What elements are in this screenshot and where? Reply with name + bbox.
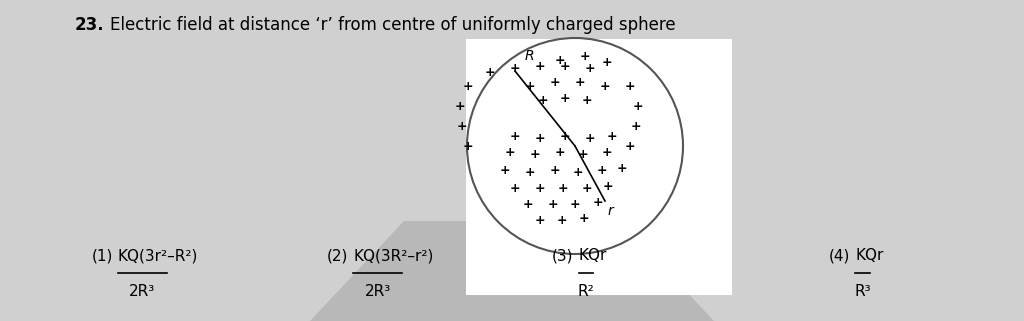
Text: (1): (1) xyxy=(91,248,113,264)
Text: +: + xyxy=(550,76,560,90)
Text: +: + xyxy=(606,129,617,143)
Text: +: + xyxy=(585,132,595,144)
Text: +: + xyxy=(597,164,607,178)
Text: R³: R³ xyxy=(854,283,870,299)
Text: +: + xyxy=(602,146,612,160)
Text: +: + xyxy=(557,214,567,228)
Text: +: + xyxy=(555,55,565,67)
Text: +: + xyxy=(560,59,570,73)
Text: +: + xyxy=(602,56,612,70)
Text: KQ(3r²–R²): KQ(3r²–R²) xyxy=(118,248,198,264)
Text: +: + xyxy=(510,129,520,143)
Text: +: + xyxy=(535,59,546,73)
Text: +: + xyxy=(510,181,520,195)
Bar xyxy=(466,39,732,295)
Text: +: + xyxy=(535,132,546,144)
Text: +: + xyxy=(569,197,581,211)
Text: +: + xyxy=(593,196,603,210)
Text: +: + xyxy=(582,94,592,108)
Text: 2R³: 2R³ xyxy=(129,283,156,299)
Text: (3): (3) xyxy=(552,248,573,264)
Text: (4): (4) xyxy=(828,248,850,264)
Text: +: + xyxy=(455,100,465,112)
Text: 2R³: 2R³ xyxy=(365,283,391,299)
Text: +: + xyxy=(538,94,548,108)
Text: R²: R² xyxy=(578,283,594,299)
Text: +: + xyxy=(578,149,589,161)
Text: +: + xyxy=(463,140,473,152)
Text: +: + xyxy=(582,183,592,195)
Text: +: + xyxy=(505,146,515,160)
Text: +: + xyxy=(555,146,565,160)
Text: +: + xyxy=(625,140,635,152)
Text: 23.: 23. xyxy=(75,16,104,34)
Text: +: + xyxy=(560,92,570,106)
Text: +: + xyxy=(585,63,595,75)
Text: +: + xyxy=(616,162,628,176)
Text: +: + xyxy=(572,167,584,179)
Text: +: + xyxy=(574,76,586,90)
Text: +: + xyxy=(510,63,520,75)
Text: r: r xyxy=(608,204,613,218)
Text: KQr: KQr xyxy=(855,248,884,264)
Text: +: + xyxy=(524,80,536,92)
Text: (2): (2) xyxy=(327,248,348,264)
Text: +: + xyxy=(633,100,643,112)
Text: +: + xyxy=(522,197,534,211)
Text: +: + xyxy=(535,183,546,195)
Text: +: + xyxy=(603,179,613,193)
Text: Electric field at distance ‘r’ from centre of uniformly charged sphere: Electric field at distance ‘r’ from cent… xyxy=(110,16,676,34)
Text: +: + xyxy=(524,167,536,179)
Text: +: + xyxy=(560,129,570,143)
Text: +: + xyxy=(548,198,558,212)
Text: +: + xyxy=(484,66,496,80)
Text: +: + xyxy=(558,181,568,195)
Text: +: + xyxy=(535,213,546,227)
Text: KQr: KQr xyxy=(579,248,607,264)
Text: +: + xyxy=(625,80,635,92)
Text: +: + xyxy=(631,119,641,133)
Text: R: R xyxy=(525,49,535,63)
Text: +: + xyxy=(580,49,590,63)
Text: +: + xyxy=(529,149,541,161)
Polygon shape xyxy=(310,221,714,321)
Text: +: + xyxy=(600,80,610,92)
Text: +: + xyxy=(579,213,590,225)
Text: +: + xyxy=(457,119,467,133)
Text: +: + xyxy=(550,164,560,178)
Text: KQ(3R²–r²): KQ(3R²–r²) xyxy=(353,248,433,264)
Text: +: + xyxy=(500,164,510,178)
Text: +: + xyxy=(463,80,473,92)
